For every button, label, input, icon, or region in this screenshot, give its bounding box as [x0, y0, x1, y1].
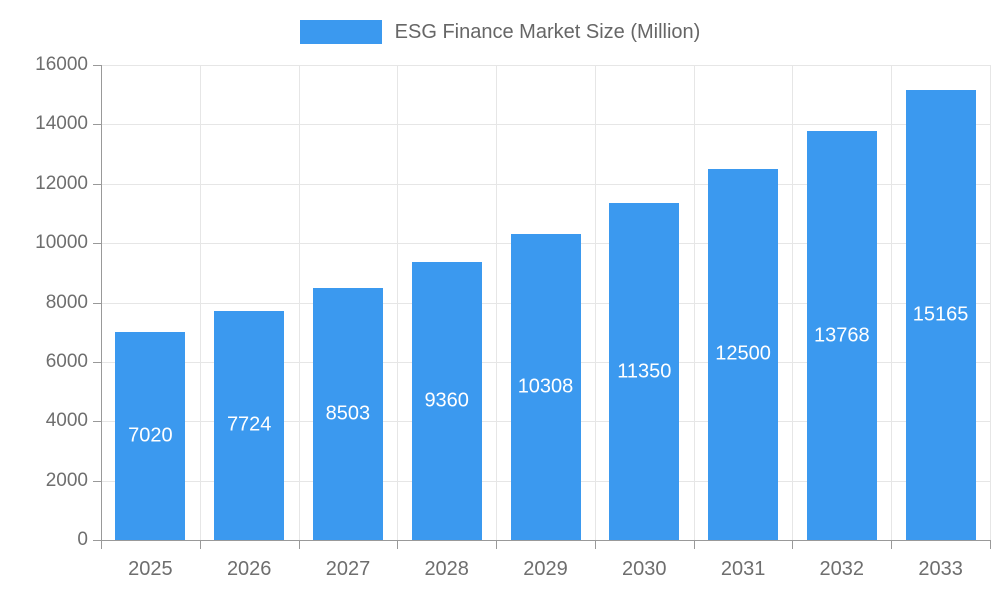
bar-value-label: 8503 — [325, 402, 371, 425]
y-axis-tick — [93, 361, 101, 363]
bar-value-label: 13768 — [813, 324, 870, 347]
y-axis-tick-label: 16000 — [35, 54, 88, 75]
gridline-vertical — [792, 65, 794, 540]
legend-label: ESG Finance Market Size (Million) — [394, 21, 701, 43]
gridline-vertical — [496, 65, 498, 540]
x-axis-tick-label: 2029 — [523, 558, 568, 580]
gridline-vertical — [298, 65, 300, 540]
x-axis-tick — [199, 541, 201, 549]
bar-2033[interactable]: 15165 — [905, 89, 976, 540]
x-axis-tick — [891, 541, 893, 549]
y-axis-tick-label: 10000 — [35, 232, 88, 254]
bar-2026[interactable]: 7724 — [214, 310, 285, 540]
bar-value-label: 7724 — [226, 413, 272, 436]
gridline-vertical — [990, 65, 991, 540]
y-axis-tick-label: 12000 — [35, 172, 88, 194]
x-axis-tick-label: 2032 — [819, 558, 865, 580]
x-axis-line — [101, 540, 991, 541]
gridline-vertical — [594, 65, 596, 540]
x-axis-tick — [594, 541, 596, 549]
x-axis-tick-label: 2025 — [128, 558, 173, 580]
x-axis-tick — [101, 541, 102, 549]
x-axis-tick-label: 2026 — [226, 558, 272, 580]
y-axis-tick-label: 6000 — [45, 350, 88, 372]
x-axis-tick-label: 2027 — [325, 558, 371, 580]
y-axis-tick — [93, 302, 101, 304]
x-axis-tick-label: 2031 — [720, 558, 766, 580]
bar-2028[interactable]: 9360 — [411, 262, 482, 540]
y-axis-tick — [93, 540, 101, 541]
bar-value-label: 7020 — [128, 424, 173, 447]
gridline-vertical — [199, 65, 201, 540]
x-axis-tick — [990, 541, 991, 549]
y-axis-tick-label: 2000 — [45, 469, 88, 491]
y-axis-tick-label: 0 — [77, 529, 88, 550]
x-axis-tick-label: 2030 — [622, 558, 667, 580]
x-axis-tick — [496, 541, 498, 549]
bar-2031[interactable]: 12500 — [708, 168, 779, 540]
gridline-vertical — [693, 65, 695, 540]
y-axis-tick — [93, 480, 101, 482]
bar-value-label: 11350 — [617, 360, 672, 382]
bar-2030[interactable]: 11350 — [609, 203, 680, 540]
bar-value-label: 12500 — [715, 342, 771, 365]
gridline-vertical — [891, 65, 893, 540]
bar-2029[interactable]: 10308 — [510, 234, 581, 540]
legend[interactable]: ESG Finance Market Size (Million) — [0, 18, 1000, 46]
plot-area: 7020 7724 8503 9360 10308 11350 12500 13768 1516… — [101, 65, 991, 540]
gridline-horizontal — [101, 183, 990, 185]
gridline-vertical — [397, 65, 399, 540]
y-axis-line — [101, 65, 102, 549]
x-axis-tick — [693, 541, 695, 549]
y-axis-tick-label: 8000 — [45, 291, 88, 313]
bar-2027[interactable]: 8503 — [312, 287, 383, 540]
x-axis-tick — [397, 541, 399, 549]
x-axis-tick-label: 2033 — [918, 558, 963, 580]
legend-swatch — [299, 20, 382, 44]
y-axis-tick — [93, 65, 101, 66]
bar-2032[interactable]: 13768 — [806, 131, 877, 540]
y-axis-tick-label: 4000 — [45, 410, 88, 432]
bar-value-label: 9360 — [424, 389, 469, 412]
gridline-horizontal — [101, 124, 990, 126]
y-axis-tick — [93, 183, 101, 185]
bar-2025[interactable]: 7020 — [115, 331, 186, 540]
x-axis-tick — [792, 541, 794, 549]
bar-value-label: 15165 — [912, 303, 969, 326]
y-axis-tick — [93, 124, 101, 126]
bar-value-label: 10308 — [517, 375, 574, 398]
y-axis-tick — [93, 243, 101, 245]
x-axis-tick-label: 2028 — [424, 558, 469, 580]
y-axis-tick-label: 14000 — [35, 113, 88, 135]
y-axis-tick — [93, 421, 101, 423]
x-axis-tick — [298, 541, 300, 549]
gridline-horizontal — [101, 65, 990, 66]
